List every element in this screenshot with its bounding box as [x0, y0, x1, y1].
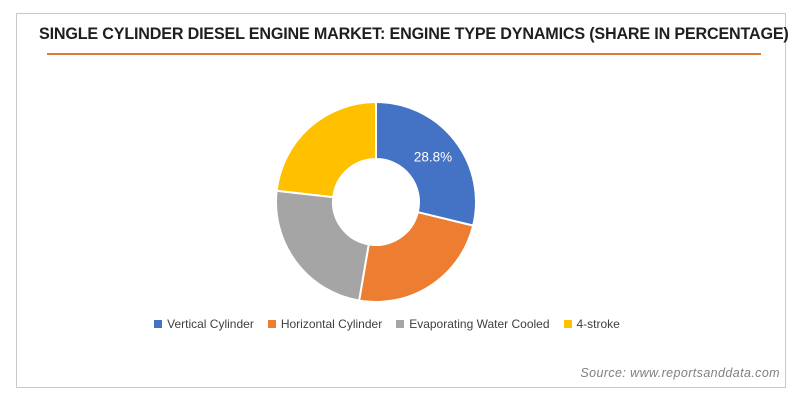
legend-swatch-4-stroke — [563, 320, 572, 328]
chart-title: SINGLE CYLINDER DIESEL ENGINE MARKET: EN… — [39, 24, 789, 43]
donut-svg: 28.8% — [275, 101, 477, 303]
legend-item-4-stroke: 4-stroke — [563, 317, 620, 331]
donut-slice-vertical-cylinder — [375, 101, 477, 227]
legend-label: Evaporating Water Cooled — [409, 317, 550, 331]
donut-slice-evaporating-water-cooled — [275, 189, 370, 302]
donut-slice-4-stroke — [275, 101, 377, 199]
legend-label: Horizontal Cylinder — [280, 317, 383, 331]
data-label-vertical-cylinder: 28.8% — [414, 150, 452, 165]
legend-swatch-evaporating-water-cooled — [396, 320, 405, 328]
legend: Vertical Cylinder Horizontal Cylinder Evap… — [17, 317, 757, 331]
legend-item-vertical-cylinder: Vertical Cylinder — [154, 317, 254, 331]
source-note: Source: www.reportsanddata.com — [580, 366, 780, 380]
title-underline — [47, 53, 761, 55]
legend-item-evaporating-water-cooled: Evaporating Water Cooled — [396, 317, 550, 331]
legend-swatch-vertical-cylinder — [154, 320, 163, 328]
donut-slice-horizontal-cylinder — [358, 211, 475, 303]
chart-frame: SINGLE CYLINDER DIESEL ENGINE MARKET: EN… — [16, 13, 789, 388]
legend-label: Vertical Cylinder — [167, 317, 254, 331]
legend-item-horizontal-cylinder: Horizontal Cylinder — [267, 317, 383, 331]
donut-chart: 28.8% — [274, 100, 478, 304]
legend-label: 4-stroke — [576, 317, 620, 331]
legend-swatch-horizontal-cylinder — [267, 320, 276, 328]
